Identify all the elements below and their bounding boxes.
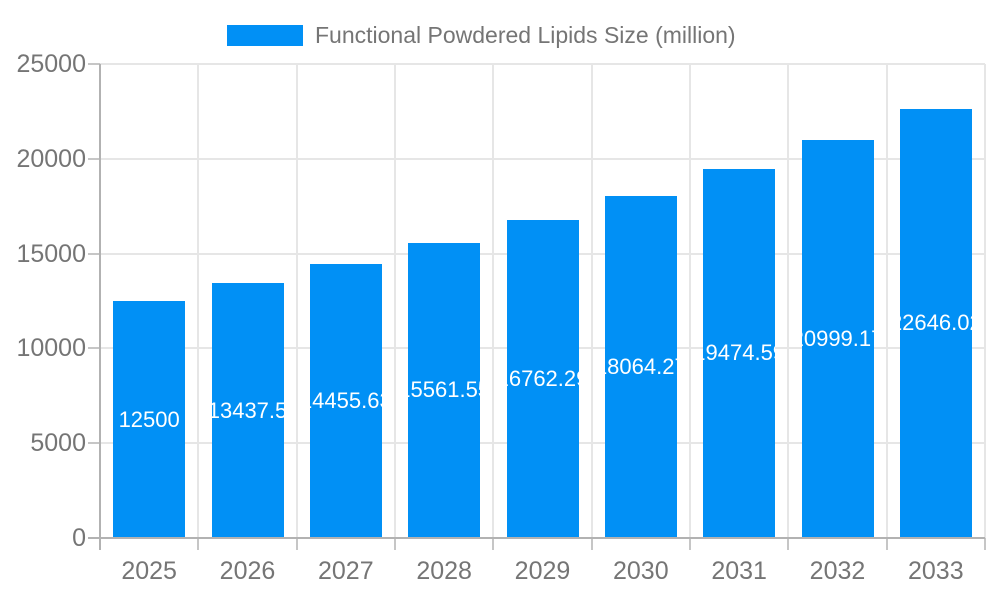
y-axis-tick (88, 442, 100, 445)
bar-value-label: 18064.27 (605, 353, 677, 379)
x-axis-label-2031: 2031 (711, 557, 767, 585)
legend-swatch (227, 25, 303, 46)
x-axis-label-2030: 2030 (613, 557, 669, 585)
v-gridline (197, 64, 200, 538)
v-gridline (689, 64, 691, 538)
x-axis-label-2032: 2032 (809, 557, 866, 585)
v-gridline (885, 64, 888, 538)
x-axis-tick (885, 538, 888, 550)
bar-2027[interactable]: 14455.63 (309, 263, 382, 538)
bar-value-label: 20999.17 (802, 325, 874, 351)
x-axis-label-2033: 2033 (908, 557, 964, 585)
bar-2026[interactable]: 13437.5 (211, 283, 284, 538)
h-gridline (100, 157, 985, 160)
bar-2029[interactable]: 16762.29 (506, 220, 579, 538)
v-gridline (394, 64, 396, 538)
bar-2025[interactable]: 12500 (113, 301, 186, 538)
v-gridline (295, 64, 298, 538)
y-axis-tick (88, 63, 100, 65)
bar-2028[interactable]: 15561.55 (408, 242, 481, 538)
x-axis-tick (394, 538, 396, 550)
x-axis-tick (295, 538, 298, 550)
y-axis-tick (88, 252, 100, 255)
legend-label: Functional Powdered Lipids Size (million… (315, 22, 736, 48)
v-gridline (492, 64, 495, 538)
y-axis-label: 25000 (16, 50, 86, 78)
x-axis-label-2025: 2025 (121, 557, 177, 585)
chart-legend: Functional Powdered Lipids Size (million… (227, 22, 736, 49)
bar-2031[interactable]: 19474.59 (703, 168, 776, 538)
v-gridline (787, 64, 790, 538)
x-axis-line (88, 537, 985, 539)
h-gridline (100, 63, 985, 65)
x-axis-tick (689, 538, 691, 550)
x-axis-tick (197, 538, 200, 550)
y-axis-label: 20000 (16, 144, 86, 173)
bar-2030[interactable]: 18064.27 (604, 195, 677, 538)
x-axis-label-2029: 2029 (514, 557, 571, 585)
y-axis-tick (88, 157, 100, 160)
y-axis-label: 10000 (16, 334, 86, 363)
x-axis-tick (492, 538, 495, 550)
x-axis-label-2026: 2026 (219, 557, 276, 585)
x-axis-tick (984, 538, 986, 550)
bar-value-label: 16762.29 (507, 366, 579, 392)
bar-value-label: 15561.55 (408, 377, 480, 403)
x-axis-tick (787, 538, 790, 550)
x-axis-tick (590, 538, 593, 550)
bar-value-label: 12500 (118, 406, 180, 432)
y-axis-label: 0 (72, 524, 86, 552)
bar-value-label: 19474.59 (703, 340, 775, 366)
y-axis-tick (88, 347, 100, 350)
y-axis-label: 5000 (30, 429, 86, 458)
bar-value-label: 14455.63 (310, 387, 382, 413)
x-axis-label-2028: 2028 (416, 557, 472, 585)
bar-2032[interactable]: 20999.17 (801, 139, 874, 538)
bar-value-label: 13437.5 (211, 397, 284, 423)
v-gridline (984, 64, 986, 538)
x-axis-label-2027: 2027 (318, 557, 374, 585)
v-gridline (590, 64, 593, 538)
y-axis-line (99, 64, 101, 550)
y-axis-label: 15000 (16, 239, 86, 268)
